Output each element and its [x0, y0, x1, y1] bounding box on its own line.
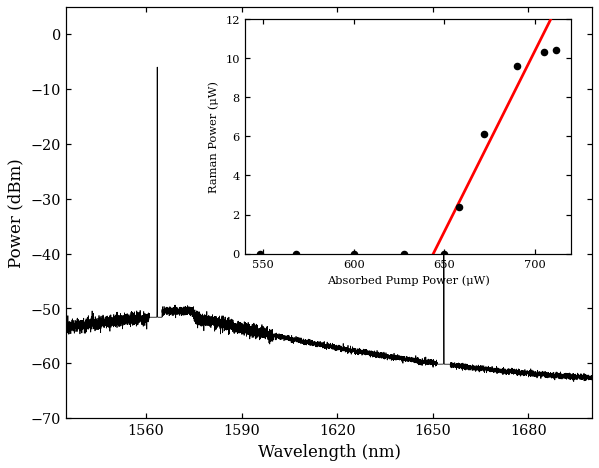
- X-axis label: Wavelength (nm): Wavelength (nm): [258, 444, 400, 461]
- Y-axis label: Power (dBm): Power (dBm): [8, 158, 25, 268]
